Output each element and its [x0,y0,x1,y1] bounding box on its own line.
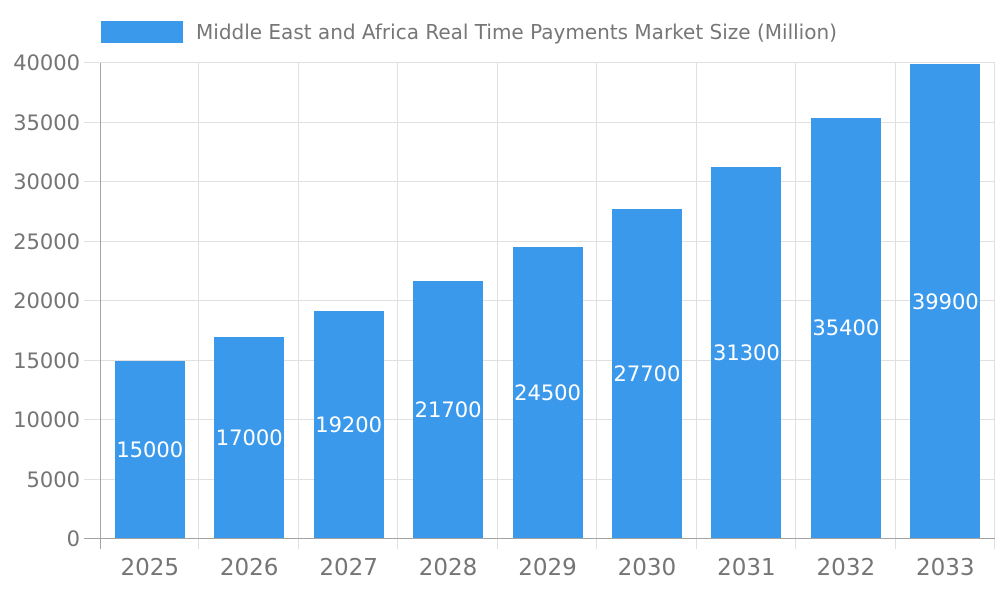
x-tick-label-2031: 2031 [717,555,776,581]
bar-2025[interactable]: 15000 [114,360,185,539]
x-tick-label-2026: 2026 [219,555,279,581]
bar-2026[interactable]: 17000 [214,336,285,539]
gridline-vertical [397,63,399,549]
gridline-vertical [297,63,299,549]
y-tick-label: 30000 [13,170,80,194]
bar-2030[interactable]: 27700 [611,209,682,539]
gridline-vertical [795,63,797,549]
x-tick-label-2025: 2025 [120,555,179,581]
y-tick-label: 10000 [13,408,80,432]
gridline-vertical [596,63,598,549]
plot-area: 15000 17000 19200 21700 24500 27700 31300 35400… [84,62,995,549]
x-tick-label-2032: 2032 [816,555,876,581]
bar-value-label: 15000 [116,437,184,462]
y-tick-label: 20000 [13,289,80,313]
bar-value-label: 24500 [514,381,581,406]
gridline-horizontal [84,121,995,123]
x-tick-label-2029: 2029 [518,555,577,581]
x-axis-line [84,538,995,539]
bar-2027[interactable]: 19200 [313,310,384,539]
bar-2032[interactable]: 35400 [810,117,881,539]
x-tick-label-2030: 2030 [617,555,677,581]
legend-item[interactable]: Middle East and Africa Real Time Payment… [101,18,837,46]
gridline-vertical [198,63,200,549]
gridline-horizontal [84,181,995,182]
y-tick-label: 15000 [13,348,80,373]
x-tick-label-2028: 2028 [418,555,478,581]
bar-value-label: 21700 [414,397,482,422]
bar-2029[interactable]: 24500 [512,247,583,539]
x-tick-label-2027: 2027 [319,555,378,581]
y-tick-label: 35000 [13,110,80,135]
bar-value-label: 27700 [613,362,681,387]
y-tick-label: 40000 [13,51,80,75]
gridline-vertical [894,63,896,549]
y-axis-line [100,63,101,549]
x-tick-label-2033: 2033 [915,555,975,581]
bar-value-label: 31300 [712,340,780,365]
bar-value-label: 19200 [315,412,383,437]
y-tick-label: 5000 [26,467,80,492]
bar-2033[interactable]: 39900 [910,64,981,539]
bar-2028[interactable]: 21700 [413,280,484,539]
gridline-vertical [496,63,498,549]
gridline-vertical [695,63,697,549]
legend-label: Middle East and Africa Real Time Payment… [196,20,837,44]
gridline-vertical [994,63,995,549]
bar-2031[interactable]: 31300 [711,166,782,539]
legend-swatch [101,21,183,43]
y-tick-label: 25000 [13,229,80,254]
gridline-horizontal [84,62,995,63]
gridline-horizontal [84,240,995,242]
bar-value-label: 35400 [812,316,880,341]
bar-value-label: 39900 [911,289,979,314]
bar-value-label: 17000 [215,425,283,450]
y-tick-label: 0 [66,527,80,551]
